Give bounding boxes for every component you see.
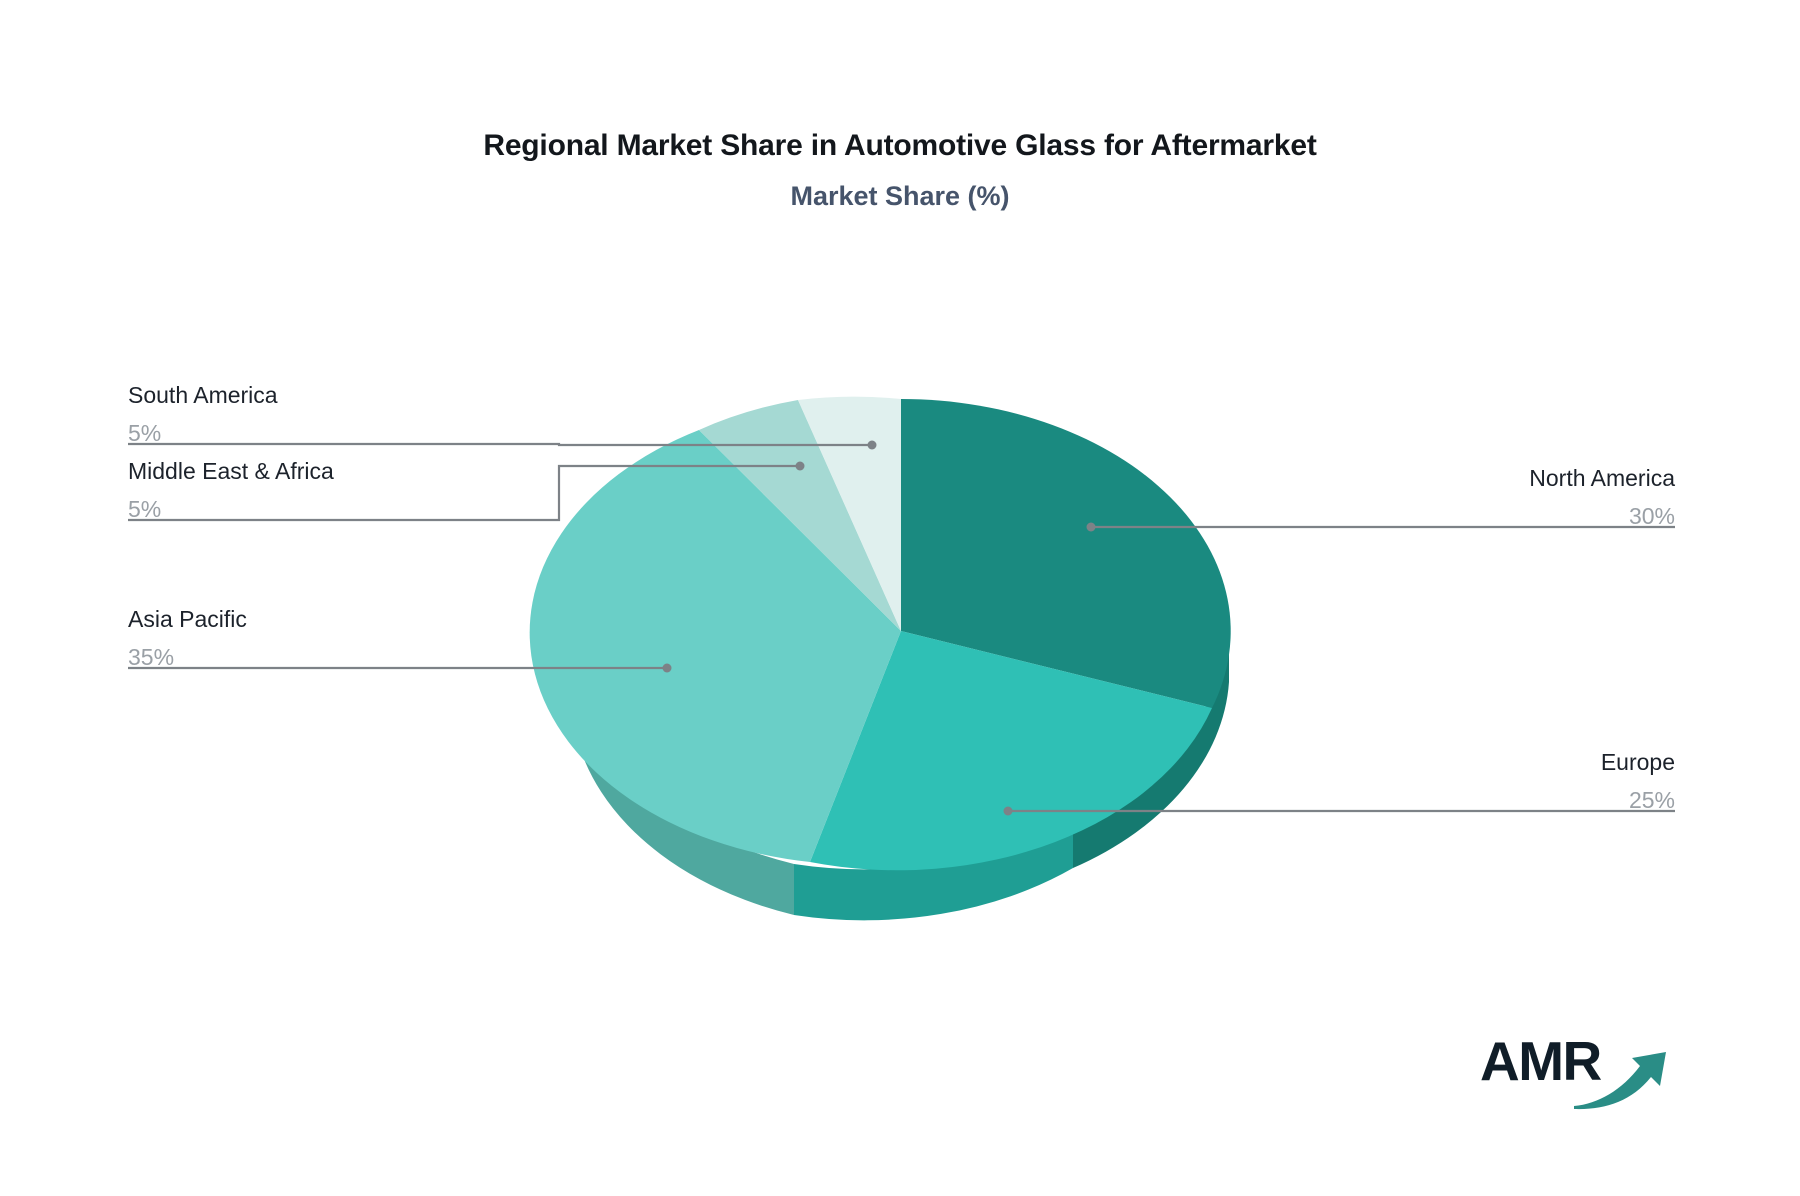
chart-subtitle: Market Share (%) [790,181,1010,211]
trend-arrow-up-icon [1574,1052,1666,1110]
leader-dot-middle-east-africa [795,461,805,471]
callout-value-south-america: 5% [128,419,162,446]
amr-logo: AMR [1480,1032,1670,1110]
pie-side-europe [794,817,1073,921]
leader-dot-europe [1003,806,1013,816]
callout-label-north-america: North America [1529,465,1675,491]
callout-south-america[interactable]: South America 5% [128,381,278,448]
pie-slice-middle-east-africa [699,400,901,631]
callout-value-north-america: 30% [1628,502,1675,529]
pie-slice-asia-pacific [529,430,901,862]
pie-slice-north-america [901,399,1231,708]
callout-label-asia-pacific: Asia Pacific [128,606,247,632]
chart-title: Regional Market Share in Automotive Glas… [483,129,1317,162]
pie-side-asia-pacific [571,631,794,915]
amr-logo-wordmark: AMR [1480,1030,1602,1092]
callout-label-europe: Europe [1600,749,1675,775]
callout-north-america[interactable]: North America 30% [1529,464,1675,531]
callout-value-middle-east-africa: 5% [128,495,162,522]
chart-header: Regional Market Share in Automotive Glas… [0,128,1800,212]
leader-dot-north-america [1086,522,1096,532]
pie-top-face [529,396,1231,871]
callout-value-asia-pacific: 35% [128,643,175,670]
callout-europe[interactable]: Europe 25% [1601,748,1675,815]
leader-dot-asia-pacific [662,663,672,673]
pie-slice-south-america [798,396,901,631]
callout-label-middle-east-africa: Middle East & Africa [128,458,334,484]
leader-dot-south-america [867,440,877,450]
pie-3d-side-walls [571,631,1229,921]
callout-label-south-america: South America [128,382,278,408]
callout-value-europe: 25% [1628,786,1675,813]
pie-slice-europe [810,631,1212,871]
callout-middle-east-africa[interactable]: Middle East & Africa 5% [128,457,334,524]
pie-side-north-america [1073,631,1229,868]
leader-lines [128,440,1675,816]
callout-asia-pacific[interactable]: Asia Pacific 35% [128,605,247,672]
